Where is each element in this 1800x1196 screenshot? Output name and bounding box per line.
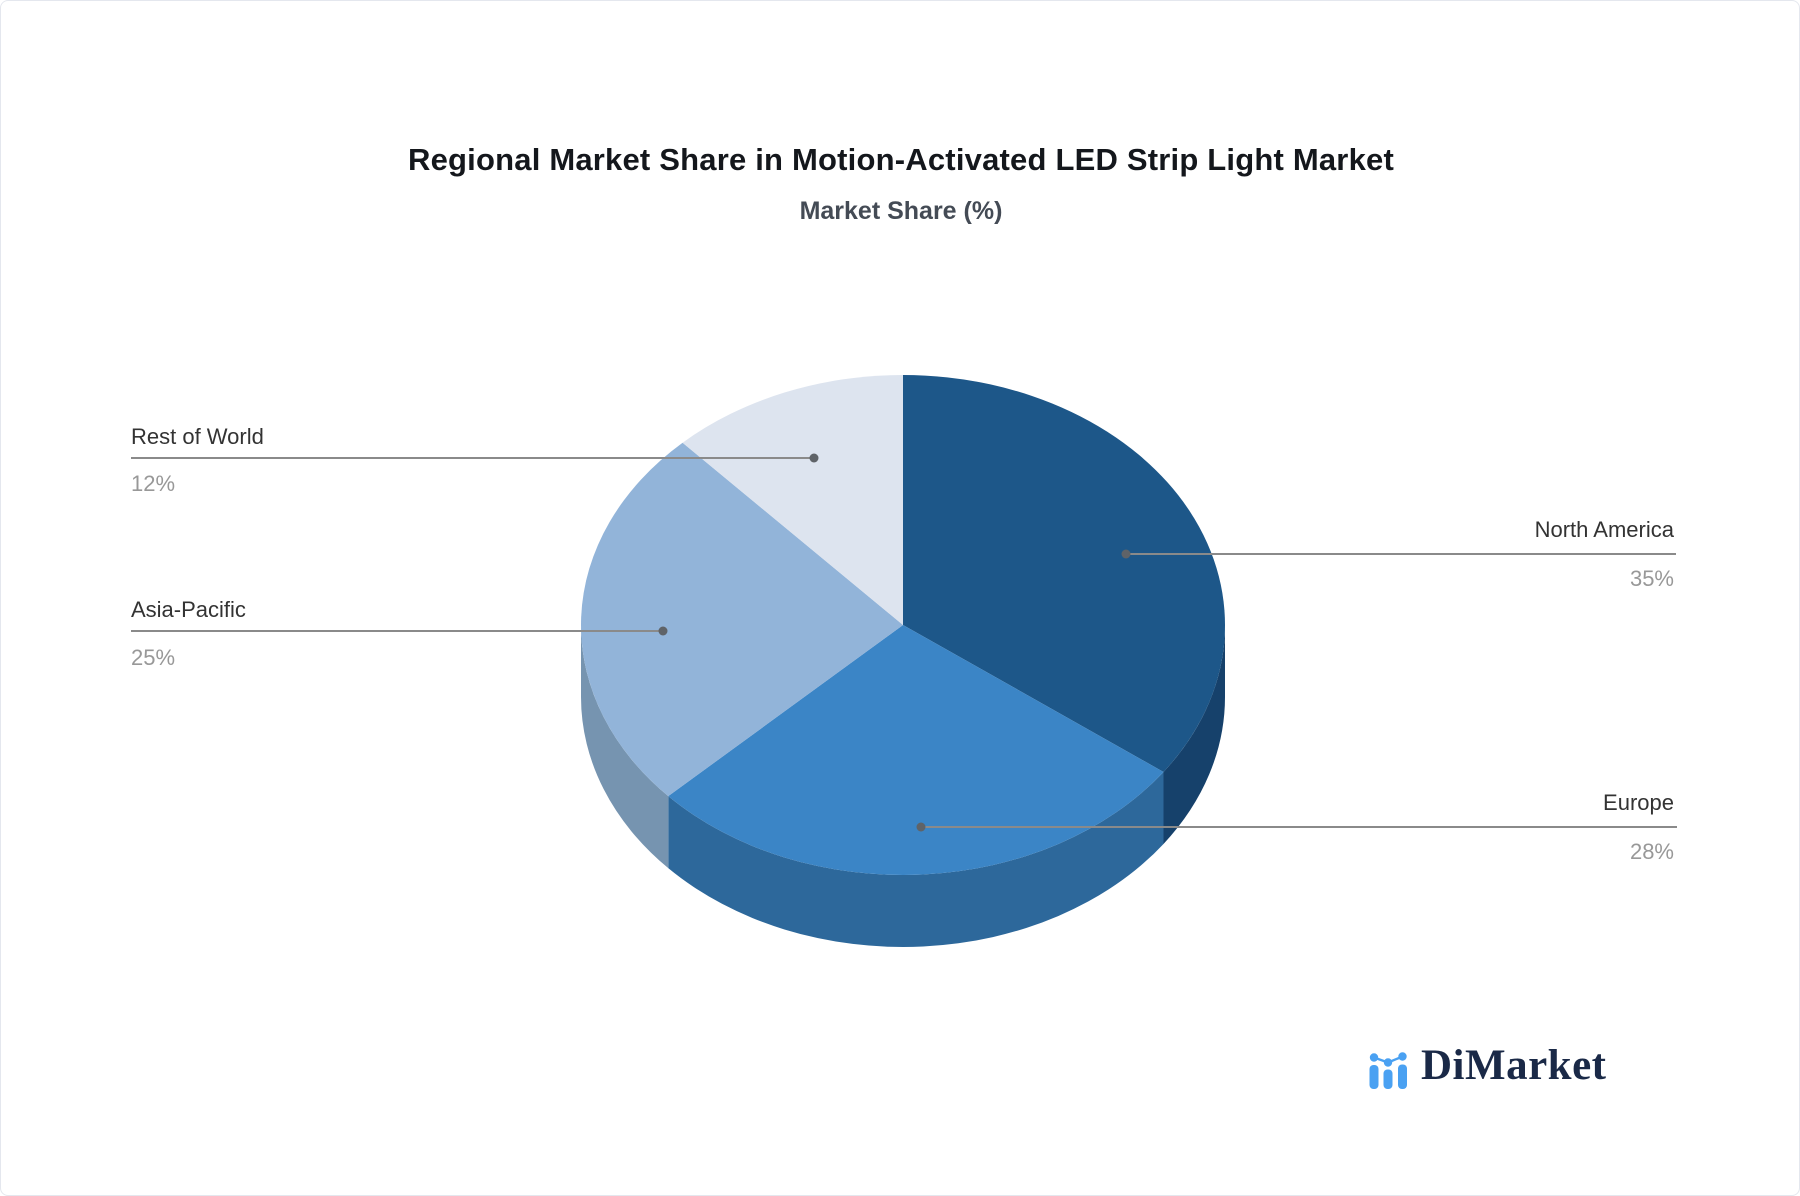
logo-trend-dot — [1398, 1052, 1407, 1061]
pie-slice — [1163, 625, 1225, 844]
leader-dot — [809, 453, 819, 463]
logo-bar — [1398, 1064, 1407, 1089]
leader-dot — [916, 822, 926, 832]
bar-chart-with-trend-dots-icon — [1369, 1052, 1407, 1089]
slice-percent-asia-pacific: 25% — [131, 645, 176, 670]
slice-label-asia-pacific: Asia-Pacific — [131, 597, 246, 622]
leader-dot — [1121, 549, 1131, 559]
chart-subtitle: Market Share (%) — [799, 197, 1003, 225]
pie-slice — [668, 771, 1164, 948]
chart-title: Regional Market Share in Motion-Activate… — [408, 142, 1394, 177]
dimarket-logo: DiMarket — [1362, 1041, 1607, 1093]
slice-label-north-america: North America — [1534, 517, 1674, 542]
pie-slice — [581, 625, 669, 869]
slice-percent-rest-of-world: 12% — [131, 471, 176, 496]
slice-percent-europe: 28% — [1629, 839, 1674, 864]
slice-label-europe: Europe — [1603, 790, 1674, 815]
logo-wordmark: DiMarket — [1421, 1042, 1607, 1089]
slice-label-rest-of-world: Rest of World — [131, 424, 264, 449]
pie-slice — [903, 375, 1225, 772]
pie-slice — [668, 625, 1164, 876]
logo-bar — [1383, 1069, 1393, 1089]
pie-slice — [581, 442, 903, 797]
logo-trend-dot — [1383, 1058, 1393, 1067]
leader-dot — [658, 626, 668, 636]
slice-percent-north-america: 35% — [1629, 566, 1674, 591]
logo-trend-dot — [1369, 1053, 1379, 1062]
logo-bar — [1369, 1065, 1379, 1089]
pie-slice — [682, 375, 903, 625]
